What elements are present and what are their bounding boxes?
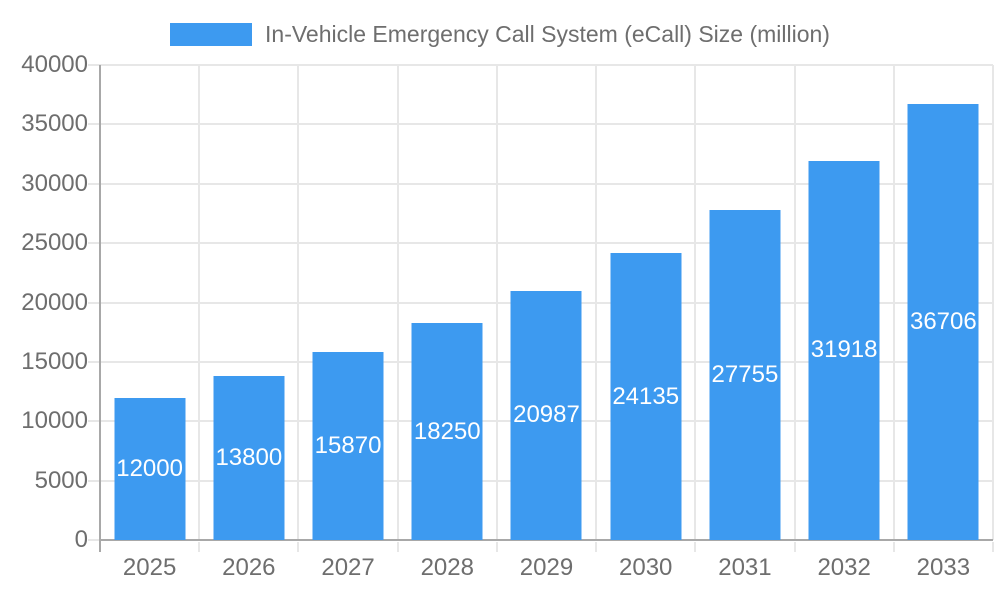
- y-tick-mark: [88, 242, 100, 245]
- bar-value-label: 12000: [116, 454, 183, 482]
- chart-legend[interactable]: In-Vehicle Emergency Call System (eCall)…: [0, 16, 1000, 52]
- x-axis-tick-label: 2031: [718, 554, 772, 581]
- bar-cell-2026: 13800: [199, 65, 298, 540]
- bar-2028[interactable]: 18250: [411, 323, 483, 540]
- x-axis-tick-label: 2026: [222, 554, 276, 581]
- x-tick-mark: [694, 542, 697, 552]
- x-axis-tick-label: 2025: [122, 554, 177, 581]
- plot-area: 12000 13800 15870 18250 20987 24135 27755 31918…: [88, 64, 994, 552]
- bar-cell-2032: 31918: [795, 65, 894, 540]
- y-axis-tick-label: 0: [74, 526, 88, 553]
- y-tick-mark: [88, 360, 100, 363]
- x-tick-mark: [992, 542, 994, 552]
- x-tick-mark: [297, 542, 300, 552]
- x-axis-tick-label: 2027: [321, 554, 375, 581]
- bar-cell-2027: 15870: [298, 65, 397, 540]
- x-axis-tick-label: 2028: [420, 554, 474, 581]
- bar-2030[interactable]: 24135: [610, 253, 682, 540]
- x-tick-mark: [793, 542, 796, 552]
- bar-cell-2031: 27755: [695, 65, 794, 540]
- x-tick-mark: [495, 542, 498, 552]
- bar-value-label: 20987: [513, 401, 580, 429]
- bar-value-label: 15870: [314, 431, 382, 459]
- bar-value-label: 24135: [612, 382, 680, 410]
- x-axis-tick-label: 2033: [916, 554, 971, 581]
- y-tick-mark: [88, 123, 100, 126]
- y-tick-mark: [88, 420, 100, 423]
- bar-value-label: 18250: [413, 417, 481, 445]
- x-axis-tick-label: 2032: [817, 554, 871, 581]
- y-axis-tick-label: 10000: [21, 407, 88, 435]
- x-tick-mark: [595, 542, 598, 552]
- y-axis-line: [99, 65, 101, 552]
- y-axis-tick-label: 40000: [21, 51, 88, 78]
- bar-cell-2033: 36706: [894, 65, 993, 540]
- y-axis-tick-label: 15000: [21, 347, 88, 375]
- x-tick-mark: [396, 542, 399, 552]
- bar-2025[interactable]: 12000: [114, 397, 186, 540]
- x-axis-tick-label: 2029: [519, 554, 574, 581]
- y-tick-mark: [88, 182, 100, 185]
- legend-label: In-Vehicle Emergency Call System (eCall)…: [265, 21, 830, 47]
- x-tick-mark: [198, 542, 201, 552]
- y-tick-mark: [88, 539, 100, 541]
- bar-cell-2030: 24135: [596, 65, 695, 540]
- y-tick-mark: [88, 479, 100, 482]
- bar-cell-2025: 12000: [100, 65, 199, 540]
- x-axis-tick-label: 2030: [619, 554, 673, 581]
- y-axis-tick-label: 25000: [21, 229, 88, 257]
- bars-layer: 12000 13800 15870 18250 20987 24135 27755 31918…: [100, 65, 993, 540]
- bar-2026[interactable]: 13800: [213, 376, 285, 540]
- bar-value-label: 13800: [215, 444, 283, 472]
- legend-swatch: [170, 22, 253, 46]
- bar-2027[interactable]: 15870: [312, 351, 384, 540]
- bar-value-label: 36706: [909, 308, 977, 336]
- y-axis-tick-label: 30000: [21, 169, 88, 197]
- bar-2031[interactable]: 27755: [709, 210, 781, 540]
- y-tick-mark: [88, 64, 100, 66]
- bar-value-label: 31918: [810, 336, 878, 364]
- x-axis-line: [100, 539, 993, 541]
- y-tick-mark: [88, 301, 100, 304]
- bar-2029[interactable]: 20987: [510, 290, 582, 540]
- bar-cell-2029: 20987: [497, 65, 596, 540]
- x-tick-mark: [892, 542, 895, 552]
- y-axis-tick-label: 20000: [21, 288, 88, 316]
- bar-2032[interactable]: 31918: [808, 160, 880, 540]
- bar-cell-2028: 18250: [398, 65, 497, 540]
- y-axis-tick-label: 5000: [34, 466, 88, 494]
- bar-2033[interactable]: 36706: [907, 104, 979, 540]
- y-axis-tick-label: 35000: [21, 110, 88, 138]
- bar-value-label: 27755: [711, 361, 779, 389]
